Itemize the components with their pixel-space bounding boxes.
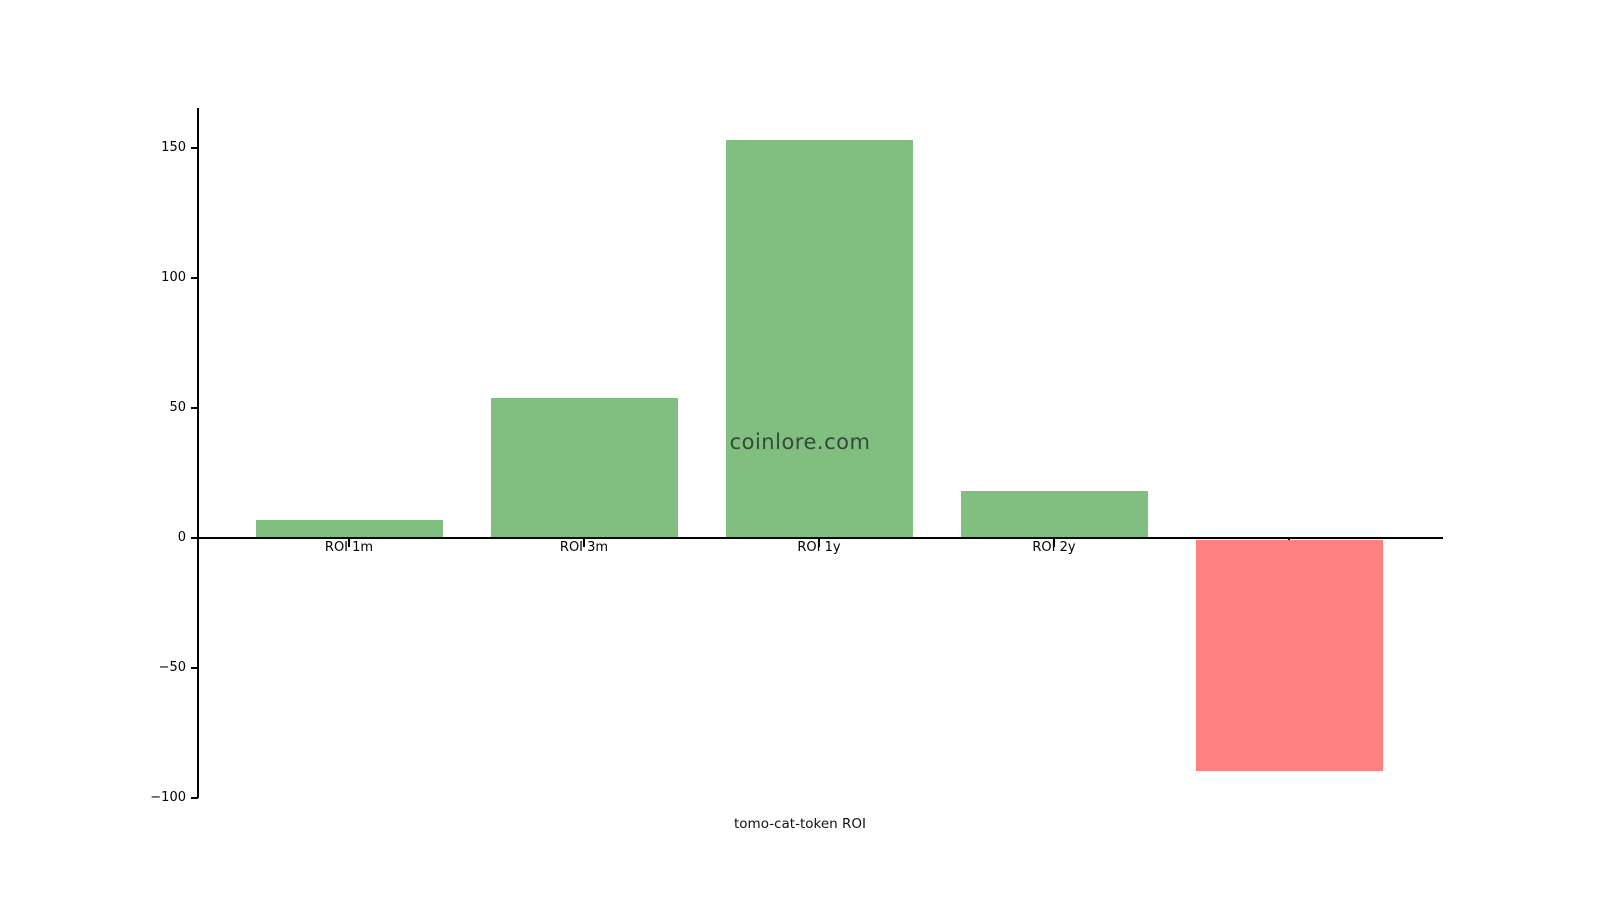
y-axis-spine xyxy=(197,108,199,798)
x-axis-zero-line xyxy=(197,537,1443,539)
y-tick-mark xyxy=(191,147,198,149)
x-tick-mark xyxy=(583,538,585,547)
x-tick-label: ROI 3m xyxy=(559,540,609,555)
x-tick-label: ROI 1y xyxy=(797,540,841,555)
x-tick-mark xyxy=(818,538,820,547)
x-tick-label: ROI 2y xyxy=(1032,540,1076,555)
x-tick-label: ROI 1m xyxy=(324,540,374,555)
y-tick-mark xyxy=(191,797,198,799)
chart-title: tomo-cat-token ROI xyxy=(734,816,866,832)
watermark-text: coinlore.com xyxy=(729,430,871,454)
x-tick-mark xyxy=(348,538,350,547)
bar xyxy=(960,491,1148,538)
y-tick-mark xyxy=(191,537,198,539)
y-tick-label: 150 xyxy=(161,140,186,155)
y-tick-label: −100 xyxy=(150,790,186,805)
y-tick-mark xyxy=(191,407,198,409)
bar xyxy=(1195,539,1383,771)
bar xyxy=(490,397,678,538)
y-tick-mark xyxy=(191,277,198,279)
x-tick-mark xyxy=(1053,538,1055,547)
y-tick-label: 50 xyxy=(169,400,186,415)
y-tick-label: −50 xyxy=(158,660,186,675)
y-tick-label: 0 xyxy=(177,530,186,545)
y-tick-label: 100 xyxy=(161,270,186,285)
bar xyxy=(725,140,913,538)
bar xyxy=(255,519,443,538)
y-tick-mark xyxy=(191,667,198,669)
